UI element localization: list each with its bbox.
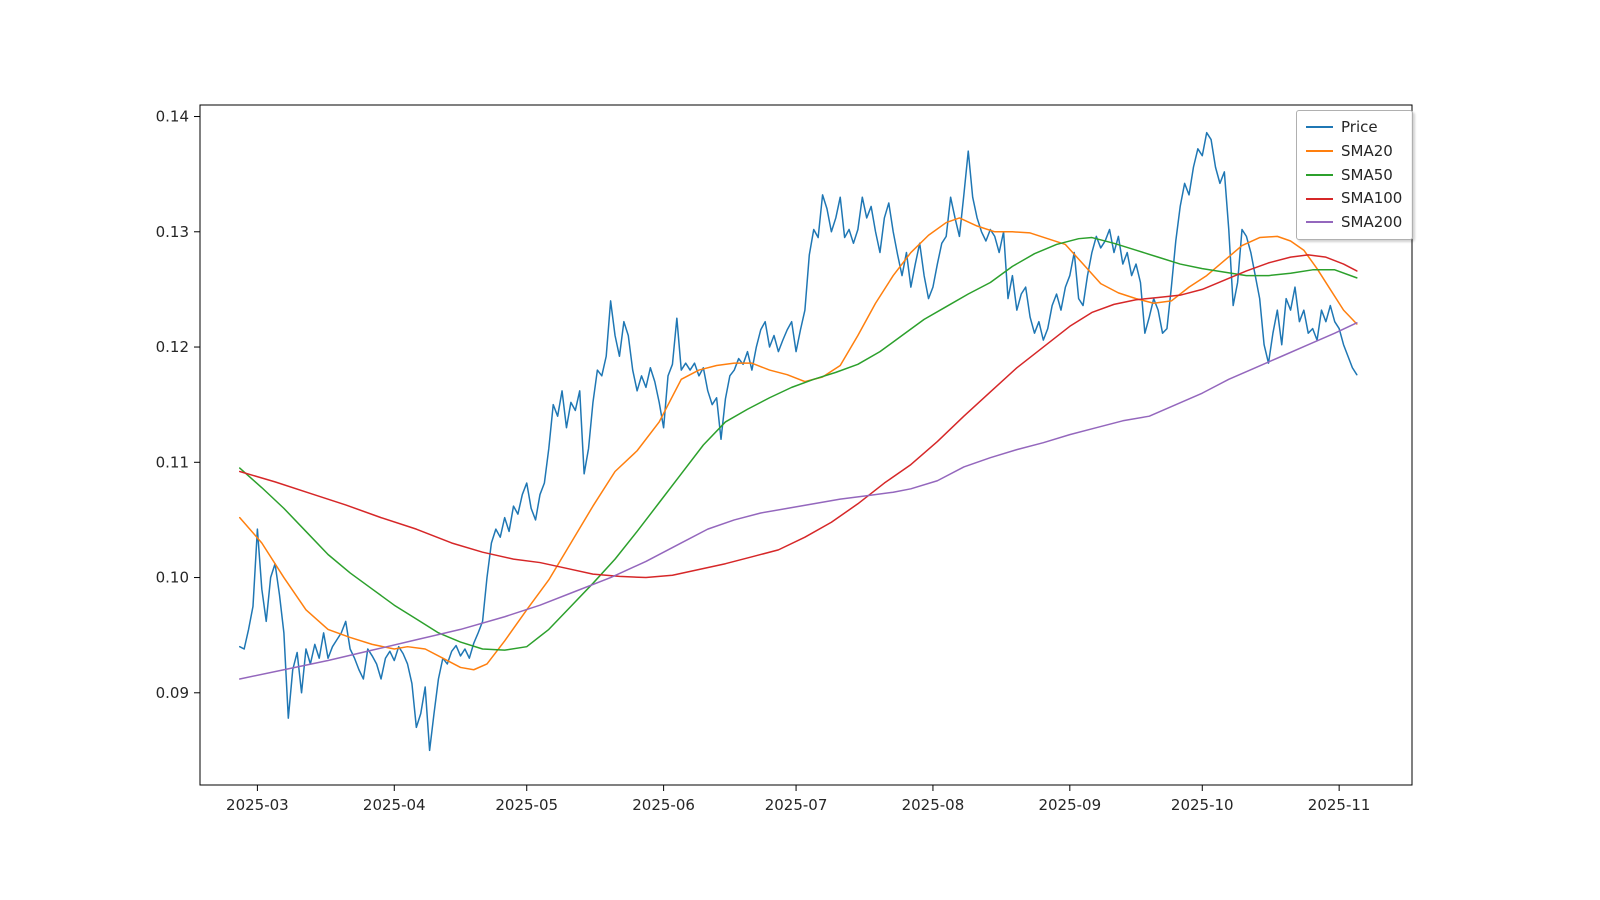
y-tick-label: 0.09	[156, 684, 189, 702]
y-tick-label: 0.13	[156, 223, 189, 241]
legend-item-price: Price	[1306, 118, 1402, 137]
axes-frame	[199, 104, 1413, 786]
y-tick-label: 0.11	[156, 453, 189, 471]
legend-item-sma50: SMA50	[1306, 166, 1402, 185]
y-tick-label: 0.12	[156, 338, 189, 356]
x-tick-label: 2025-10	[1171, 796, 1234, 814]
legend-item-sma20: SMA20	[1306, 142, 1402, 161]
series-line-sma20	[238, 217, 1358, 671]
legend-item-sma200: SMA200	[1306, 213, 1402, 232]
x-tick-label: 2025-07	[765, 796, 828, 814]
chart-legend: Price SMA20 SMA50 SMA100 SMA200	[1296, 110, 1414, 240]
y-tick-label: 0.10	[156, 569, 189, 587]
series-line-price	[238, 131, 1358, 752]
x-tick-label: 2025-06	[632, 796, 695, 814]
legend-line-swatch	[1306, 126, 1333, 129]
x-tick-label: 2025-11	[1308, 796, 1371, 814]
legend-label: SMA200	[1341, 213, 1403, 231]
legend-line-swatch	[1306, 173, 1333, 176]
series-line-sma100	[238, 254, 1358, 579]
legend-label: SMA20	[1341, 141, 1393, 160]
legend-line-swatch	[1306, 197, 1333, 200]
x-tick-label: 2025-09	[1038, 796, 1101, 814]
legend-item-sma100: SMA100	[1306, 189, 1402, 208]
legend-label: SMA100	[1341, 189, 1403, 208]
series-line-sma50	[238, 236, 1358, 651]
series-line-sma200	[238, 322, 1358, 680]
x-tick-label: 2025-04	[363, 796, 426, 814]
x-tick-label: 2025-03	[226, 796, 289, 814]
legend-label: Price	[1341, 118, 1378, 136]
x-tick-label: 2025-08	[902, 796, 965, 814]
legend-line-swatch	[1306, 221, 1333, 224]
x-tick-label: 2025-05	[495, 796, 558, 814]
y-tick-label: 0.14	[156, 108, 189, 126]
legend-label: SMA50	[1341, 165, 1393, 184]
legend-line-swatch	[1306, 150, 1333, 153]
